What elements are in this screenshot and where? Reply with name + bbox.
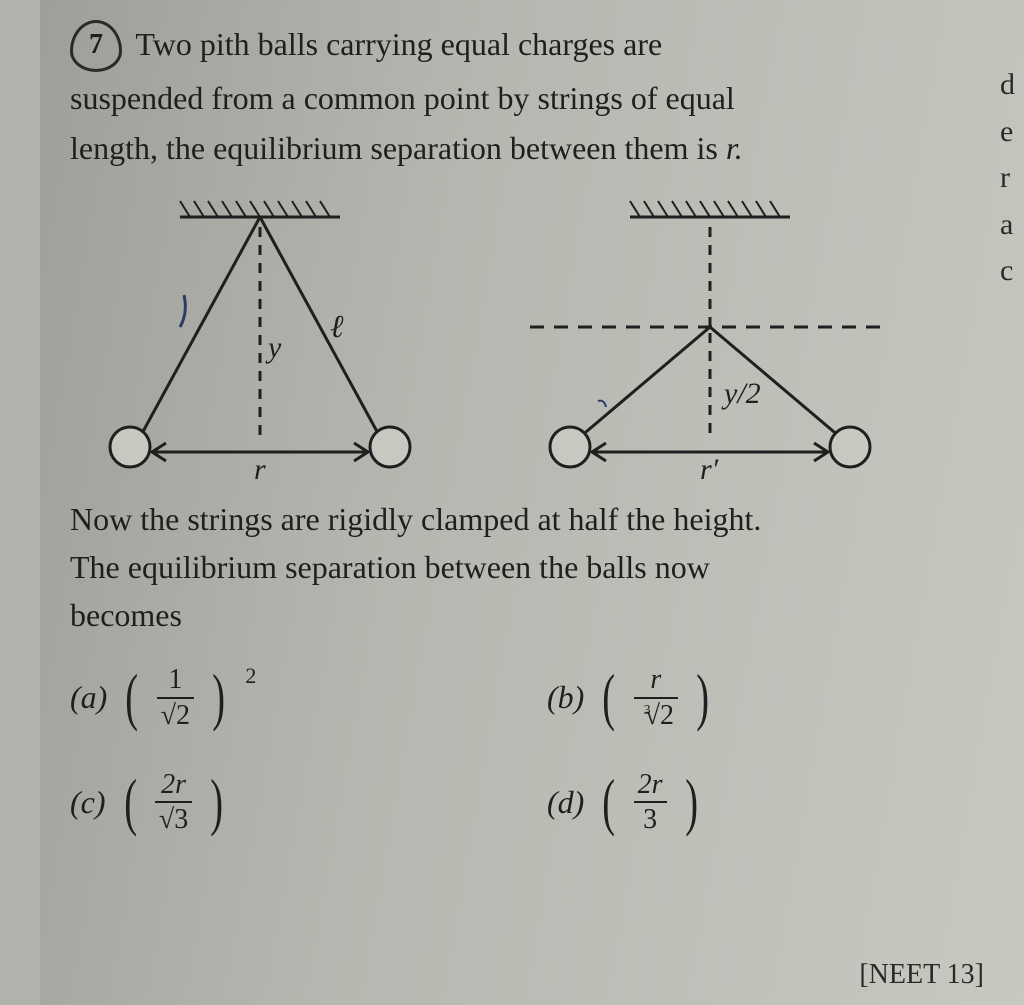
question-line-2: suspended from a common point by strings… <box>70 80 735 116</box>
option-b-fraction: r 3√2 <box>634 665 678 730</box>
label-y: y <box>265 331 282 364</box>
option-b-num: r <box>646 665 665 694</box>
option-d-label: (d) <box>547 784 584 821</box>
rparen-icon: ) <box>210 780 223 825</box>
rparen-icon: ) <box>212 675 225 720</box>
question-after: Now the strings are rigidly clamped at h… <box>70 495 994 639</box>
lparen-icon: ( <box>126 675 139 720</box>
label-rprime: r′ <box>700 453 719 486</box>
option-a-den: √2 <box>157 701 194 730</box>
diagram-right: y/2 r′ <box>480 187 920 487</box>
option-c-den: √3 <box>155 805 192 834</box>
option-d-num: 2r <box>634 770 667 799</box>
page: 7 Two pith balls carrying equal charges … <box>40 0 1024 1005</box>
question-line-1: Two pith balls carrying equal charges ar… <box>135 26 662 62</box>
option-b[interactable]: (b) ( r 3√2 ) <box>547 665 994 730</box>
question-line-3a: length, the equilibrium separation betwe… <box>70 130 726 166</box>
label-y2: y/2 <box>721 377 761 410</box>
option-d-den: 3 <box>639 805 661 834</box>
question-number: 7 <box>70 20 122 72</box>
lparen-icon: ( <box>124 780 137 825</box>
option-a-exp: 2 <box>245 663 256 689</box>
option-a-fraction: 1 √2 <box>157 665 194 730</box>
question-text: 7 Two pith balls carrying equal charges … <box>70 20 994 173</box>
source-tag: [NEET 13] <box>859 959 984 991</box>
option-a-label: (a) <box>70 679 107 716</box>
option-c[interactable]: (c) ( 2r √3 ) <box>70 770 517 835</box>
rparen-icon: ) <box>696 675 709 720</box>
option-d[interactable]: (d) ( 2r 3 ) <box>547 770 994 835</box>
options-grid: (a) ( 1 √2 ) 2 (b) ( r 3√2 ) (c) <box>70 665 994 835</box>
after-line-1: Now the strings are rigidly clamped at h… <box>70 501 761 537</box>
option-c-num: 2r <box>157 770 190 799</box>
question-var-r: r. <box>726 130 743 166</box>
option-d-fraction: 2r 3 <box>634 770 667 835</box>
option-c-label: (c) <box>70 784 106 821</box>
label-l: ℓ <box>330 308 344 344</box>
option-a-num: 1 <box>164 665 186 694</box>
option-b-label: (b) <box>547 679 584 716</box>
option-c-fraction: 2r √3 <box>155 770 192 835</box>
diagrams-row: y ℓ r <box>70 187 994 487</box>
lparen-icon: ( <box>603 780 616 825</box>
option-a[interactable]: (a) ( 1 √2 ) 2 <box>70 665 517 730</box>
edge-clipped-text: d e r a c <box>1000 62 1020 295</box>
option-b-den: 3√2 <box>634 701 678 730</box>
after-line-3: becomes <box>70 597 182 633</box>
diagram-left: y ℓ r <box>70 187 450 487</box>
after-line-2: The equilibrium separation between the b… <box>70 549 710 585</box>
lparen-icon: ( <box>603 675 616 720</box>
label-r: r <box>254 453 266 486</box>
rparen-icon: ) <box>685 780 698 825</box>
